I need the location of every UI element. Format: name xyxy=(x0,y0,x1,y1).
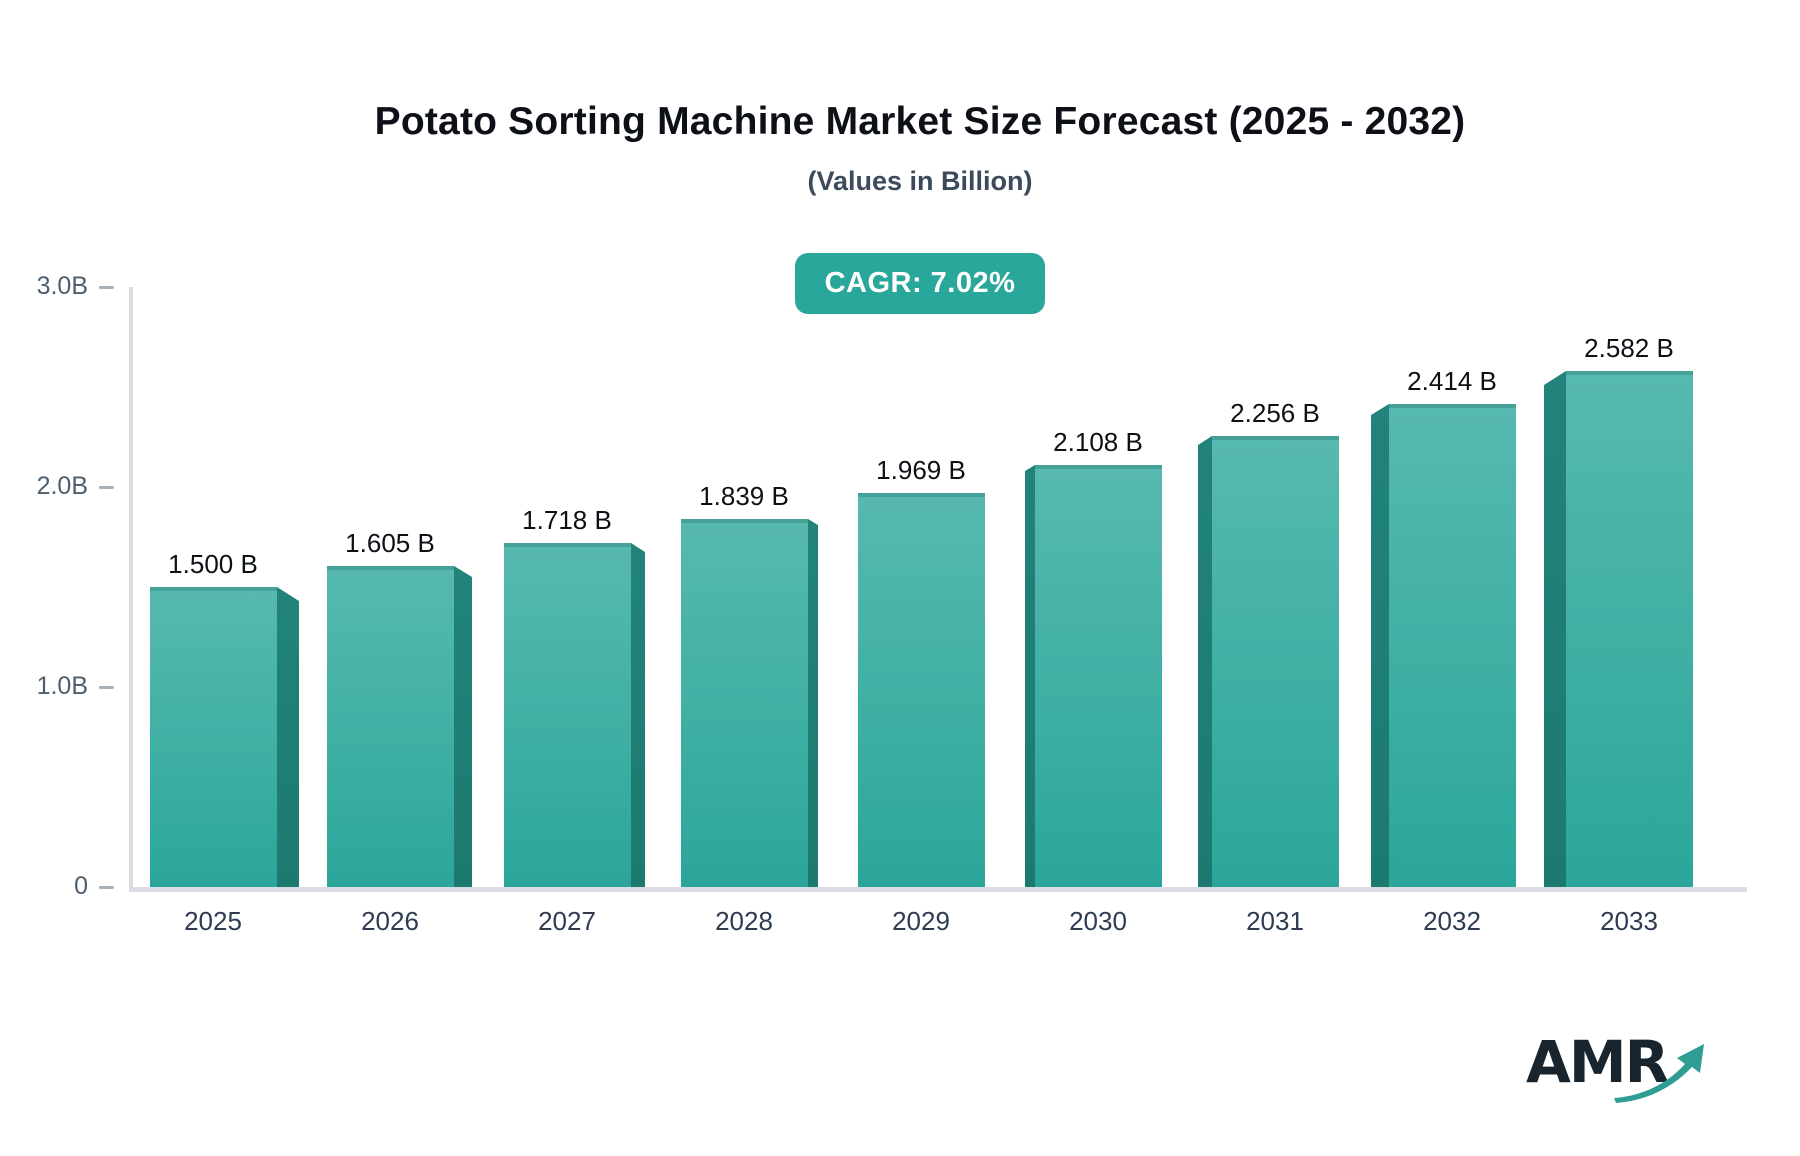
y-tick-dash xyxy=(99,686,114,689)
bar-side xyxy=(1198,436,1212,887)
bar-front xyxy=(681,519,808,887)
bar-value-label: 2.414 B xyxy=(1407,366,1497,396)
y-tick-dash xyxy=(99,886,114,889)
y-tick-label: 2.0B xyxy=(36,472,88,500)
x-tick-label: 2032 xyxy=(1423,906,1481,936)
chart-title: Potato Sorting Machine Market Size Forec… xyxy=(374,100,1466,143)
bar-value-label: 2.256 B xyxy=(1230,398,1320,428)
x-tick-label: 2030 xyxy=(1069,906,1127,936)
x-tick-label: 2028 xyxy=(715,906,773,936)
bar-side xyxy=(1544,371,1566,887)
y-tick-dash xyxy=(99,486,114,489)
cagr-badge-row: CAGR: 7.02% xyxy=(40,253,1800,314)
bar-side xyxy=(454,566,472,887)
bar-front xyxy=(858,493,985,887)
amr-logo: AMR xyxy=(1520,1028,1740,1118)
x-tick-label: 2033 xyxy=(1600,906,1658,936)
x-tick-label: 2027 xyxy=(538,906,596,936)
bar-front xyxy=(327,566,454,887)
x-tick-label: 2025 xyxy=(184,906,242,936)
y-tick-label: 3.0B xyxy=(36,272,88,300)
bar-side xyxy=(631,543,645,887)
y-tick-dash xyxy=(99,286,114,289)
x-tick-label: 2026 xyxy=(361,906,419,936)
bar-front xyxy=(1212,436,1339,887)
amr-logo-text: AMR xyxy=(1526,1028,1669,1096)
bar-value-label: 1.500 B xyxy=(168,549,258,579)
x-tick-label: 2029 xyxy=(892,906,950,936)
x-axis-line xyxy=(129,887,1747,892)
bar-side xyxy=(277,587,299,887)
bar-side xyxy=(1025,465,1035,887)
bar-front xyxy=(504,543,631,887)
bar-value-label: 1.839 B xyxy=(699,481,789,511)
bar-value-label: 1.605 B xyxy=(345,528,435,558)
trend-up-arrow-icon xyxy=(1614,1044,1704,1103)
bar-front xyxy=(1566,371,1693,887)
y-tick-label: 1.0B xyxy=(36,672,88,700)
cagr-badge: CAGR: 7.02% xyxy=(794,253,1046,314)
y-tick-label: 0 xyxy=(74,872,88,900)
bar-front xyxy=(1035,465,1162,887)
bar-side xyxy=(808,519,818,887)
bar-value-label: 2.582 B xyxy=(1584,333,1674,363)
chart-subtitle: (Values in Billion) xyxy=(807,166,1033,196)
bar-value-label: 2.108 B xyxy=(1053,427,1143,457)
bar-front xyxy=(150,587,277,887)
bar-side xyxy=(1371,404,1389,887)
bar-value-label: 1.718 B xyxy=(522,505,612,535)
bar-front xyxy=(1389,404,1516,887)
bar-value-label: 1.969 B xyxy=(876,455,966,485)
x-tick-label: 2031 xyxy=(1246,906,1304,936)
y-axis-line xyxy=(129,287,133,892)
